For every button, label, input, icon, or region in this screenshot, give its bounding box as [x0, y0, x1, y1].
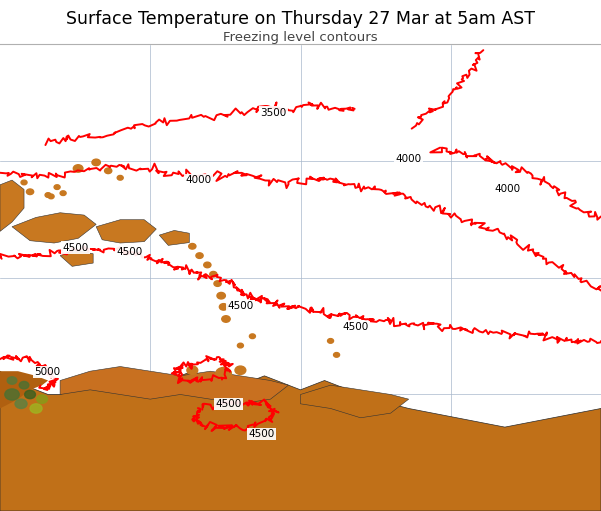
Text: 4500: 4500 — [116, 247, 142, 258]
Circle shape — [15, 399, 27, 408]
Text: 4500: 4500 — [215, 399, 242, 409]
Polygon shape — [12, 213, 96, 243]
Text: 4500: 4500 — [343, 322, 369, 332]
Circle shape — [328, 339, 334, 343]
Circle shape — [237, 343, 243, 348]
Polygon shape — [0, 371, 601, 511]
Circle shape — [222, 316, 230, 322]
Text: 4500: 4500 — [248, 429, 275, 439]
Circle shape — [235, 366, 246, 375]
Circle shape — [73, 165, 83, 172]
Text: Surface Temperature on Thursday 27 Mar at 5am AST: Surface Temperature on Thursday 27 Mar a… — [66, 10, 535, 28]
Circle shape — [25, 390, 35, 399]
Circle shape — [334, 353, 340, 357]
Circle shape — [92, 159, 100, 166]
Circle shape — [117, 175, 123, 180]
Circle shape — [54, 185, 60, 190]
Polygon shape — [60, 251, 93, 266]
Circle shape — [45, 193, 51, 197]
Circle shape — [187, 366, 198, 375]
Circle shape — [249, 334, 255, 339]
Circle shape — [214, 281, 221, 286]
Text: 4000: 4000 — [395, 154, 422, 164]
Circle shape — [19, 381, 29, 389]
Circle shape — [48, 194, 54, 199]
Polygon shape — [0, 180, 24, 231]
Text: 3500: 3500 — [260, 107, 287, 118]
Circle shape — [189, 244, 196, 249]
Circle shape — [21, 180, 27, 185]
Circle shape — [210, 271, 217, 277]
Circle shape — [217, 292, 225, 299]
Circle shape — [105, 168, 112, 174]
Circle shape — [37, 395, 47, 403]
Polygon shape — [159, 230, 189, 245]
Text: 4500: 4500 — [62, 243, 88, 253]
Circle shape — [219, 304, 228, 310]
Text: 4000: 4000 — [185, 175, 212, 185]
Text: Freezing level contours: Freezing level contours — [223, 32, 378, 44]
Circle shape — [26, 189, 34, 195]
Polygon shape — [0, 371, 48, 408]
Circle shape — [30, 404, 42, 413]
Text: 4500: 4500 — [227, 301, 254, 311]
Text: 4000: 4000 — [495, 184, 521, 195]
Circle shape — [7, 377, 17, 384]
Polygon shape — [300, 385, 409, 418]
Circle shape — [204, 262, 211, 268]
Polygon shape — [96, 220, 156, 243]
Circle shape — [196, 253, 203, 259]
Circle shape — [5, 389, 19, 400]
Text: 5000: 5000 — [34, 367, 60, 377]
Polygon shape — [60, 366, 288, 404]
Circle shape — [60, 191, 66, 196]
Circle shape — [216, 367, 231, 380]
